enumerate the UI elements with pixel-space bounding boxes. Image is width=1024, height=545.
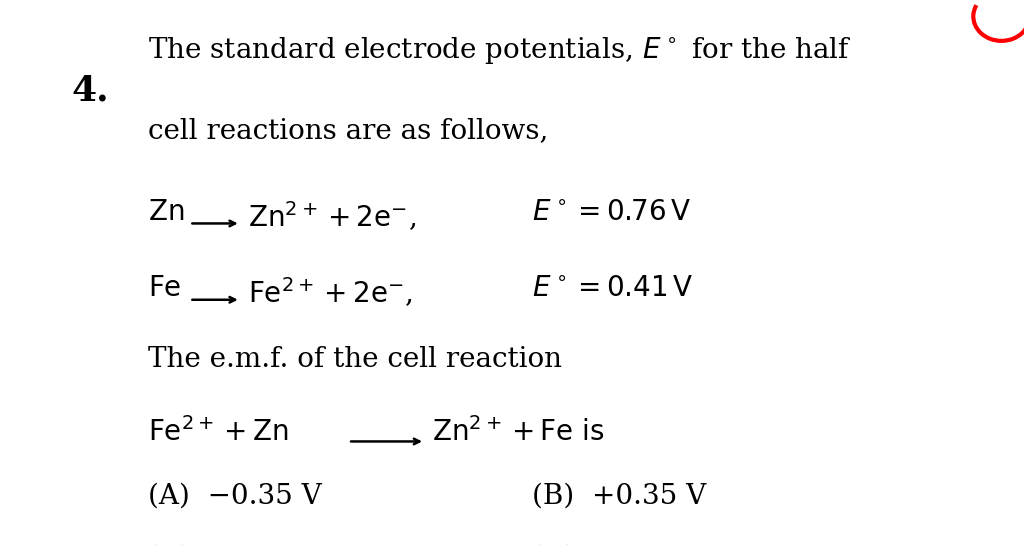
Text: $\mathrm{Zn^{2+} + 2e^{-}}$,: $\mathrm{Zn^{2+} + 2e^{-}}$, (248, 199, 416, 233)
Text: $\mathrm{Fe}$: $\mathrm{Fe}$ (148, 275, 182, 302)
Text: (B)  +0.35 V: (B) +0.35 V (532, 482, 707, 510)
Text: $E^\circ = 0.41\,\mathrm{V}$: $E^\circ = 0.41\,\mathrm{V}$ (532, 275, 693, 302)
Text: cell reactions are as follows,: cell reactions are as follows, (148, 117, 549, 144)
Text: (A)  −0.35 V: (A) −0.35 V (148, 482, 323, 510)
Text: $E^\circ = 0.76\,\mathrm{V}$: $E^\circ = 0.76\,\mathrm{V}$ (532, 199, 691, 226)
Text: 4.: 4. (72, 74, 110, 107)
Text: $\mathrm{Zn}$: $\mathrm{Zn}$ (148, 199, 184, 226)
Text: $\mathrm{Fe^{2+} + 2e^{-}}$,: $\mathrm{Fe^{2+} + 2e^{-}}$, (248, 275, 413, 309)
Text: The e.m.f. of the cell reaction: The e.m.f. of the cell reaction (148, 346, 562, 373)
Text: The standard electrode potentials, $E^\circ$ for the half: The standard electrode potentials, $E^\c… (148, 35, 852, 66)
Text: $\mathrm{Fe^{2+} + Zn}$: $\mathrm{Fe^{2+} + Zn}$ (148, 417, 289, 447)
Text: $\mathrm{Zn^{2+} + Fe\ is}$: $\mathrm{Zn^{2+} + Fe\ is}$ (432, 417, 605, 447)
